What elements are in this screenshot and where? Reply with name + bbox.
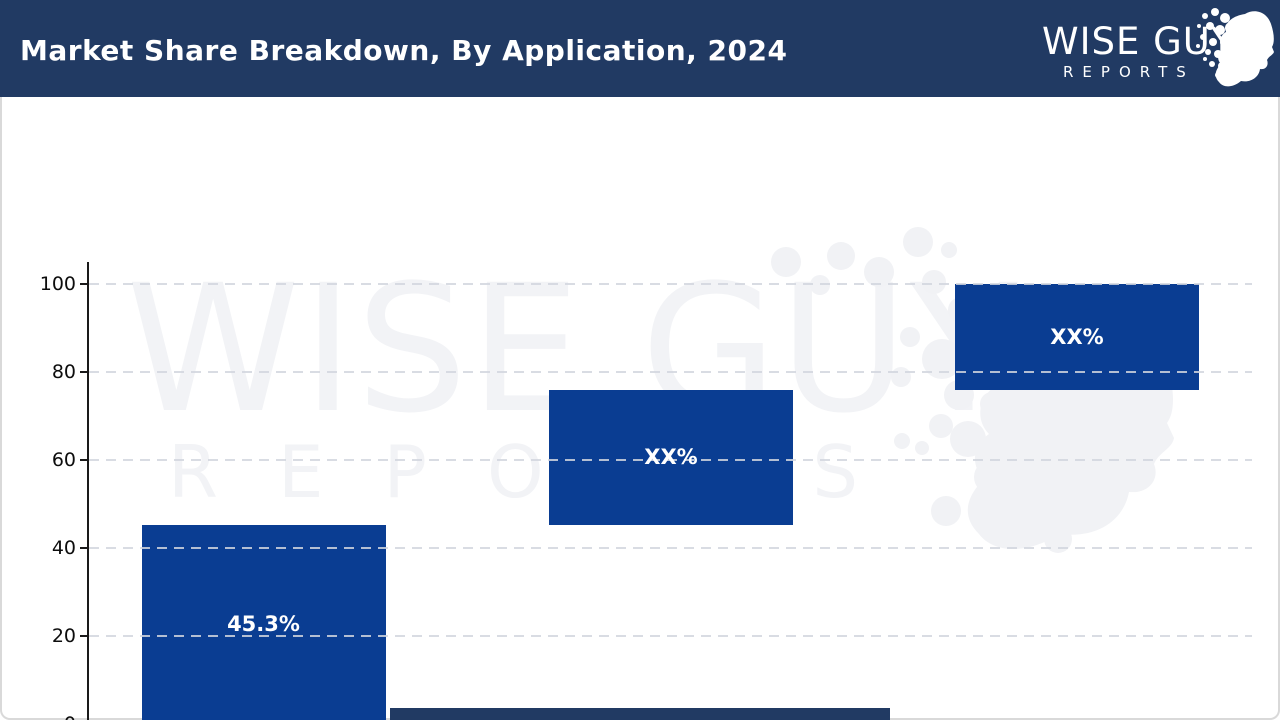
watermark-text-line1: WISE GUY xyxy=(126,247,1020,452)
y-tick-mark-20 xyxy=(80,635,88,637)
bar-motorcycles xyxy=(955,284,1199,391)
gridline-y-80 xyxy=(89,371,1252,373)
chart-title: Market Share Breakdown, By Application, … xyxy=(20,34,788,67)
y-tick-mark-80 xyxy=(80,371,88,373)
y-tick-mark-40 xyxy=(80,547,88,549)
gridline-y-100 xyxy=(89,283,1252,285)
y-tick-label-20: 20 xyxy=(51,625,76,647)
plot-area: 020406080100Passenger VehiclesCommercial… xyxy=(0,97,1280,720)
bottom-accent-bar xyxy=(390,708,890,720)
y-tick-label-0: 0 xyxy=(0,713,76,720)
y-tick-label-60: 60 xyxy=(51,449,76,471)
watermark-dot-head-logo xyxy=(771,227,1174,553)
y-tick-label-40: 40 xyxy=(51,537,76,559)
header-bar: Market Share Breakdown, By Application, … xyxy=(0,0,1280,97)
y-axis-spine xyxy=(87,262,89,720)
gridline-y-40 xyxy=(89,547,1252,549)
watermark-text-line2: REPORTS xyxy=(168,430,919,514)
y-tick-label-80: 80 xyxy=(51,361,76,383)
bar-value-label-2: XX% xyxy=(1050,325,1104,350)
y-tick-label-100: 100 xyxy=(39,273,76,295)
logo-dot-head-icon xyxy=(1196,8,1274,87)
bar-commercial-vehicles xyxy=(549,390,793,525)
bar-passenger-vehicles xyxy=(141,524,386,720)
logo-wordmark: WISE GUY xyxy=(1042,20,1235,63)
bar-value-label-1: XX% xyxy=(644,445,698,470)
logo-subtext: REPORTS xyxy=(1063,63,1195,81)
y-tick-mark-100 xyxy=(80,283,88,285)
y-tick-mark-60 xyxy=(80,459,88,461)
bar-value-label-0: 45.3% xyxy=(227,612,300,637)
gridline-y-20 xyxy=(89,635,1252,637)
gridline-y-60 xyxy=(89,459,1252,461)
